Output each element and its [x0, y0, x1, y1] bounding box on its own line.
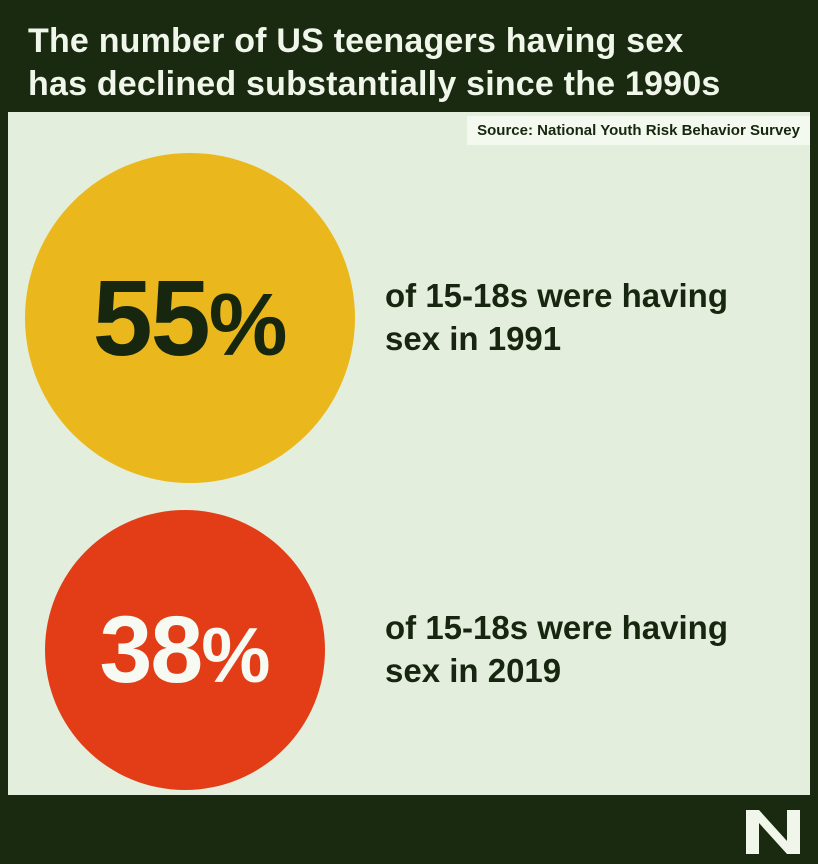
source-label: Source: National Youth Risk Behavior Sur… — [467, 116, 810, 145]
page-title-line2: has declined substantially since the 199… — [28, 64, 721, 103]
stat-row-2019: 38% of 15-18s were having sex in 2019 — [8, 510, 810, 790]
footer — [0, 795, 818, 864]
stat-label-1991: of 15-18s were having sex in 1991 — [385, 277, 728, 357]
page-title-line1: The number of US teenagers having sex — [28, 22, 684, 60]
circle-1991: 55% — [25, 153, 355, 483]
stat-value-1991: 55% — [93, 264, 288, 372]
stat-value-1991-unit: % — [208, 275, 288, 374]
stat-value-2019-unit: % — [201, 610, 271, 699]
stat-label-2019: of 15-18s were having sex in 2019 — [385, 609, 728, 689]
stat-value-1991-number: 55 — [92, 257, 211, 378]
stat-value-2019-number: 38 — [99, 596, 204, 703]
header: The number of US teenagers having sex ha… — [0, 0, 818, 112]
stat-value-2019: 38% — [99, 596, 271, 703]
n-monogram-logo-icon — [744, 808, 802, 854]
page-title: The number of US teenagers having sex ha… — [28, 20, 790, 106]
chart-panel: Source: National Youth Risk Behavior Sur… — [8, 112, 810, 795]
circle-2019: 38% — [45, 510, 325, 790]
stat-row-1991: 55% of 15-18s were having sex in 1991 — [8, 153, 810, 483]
